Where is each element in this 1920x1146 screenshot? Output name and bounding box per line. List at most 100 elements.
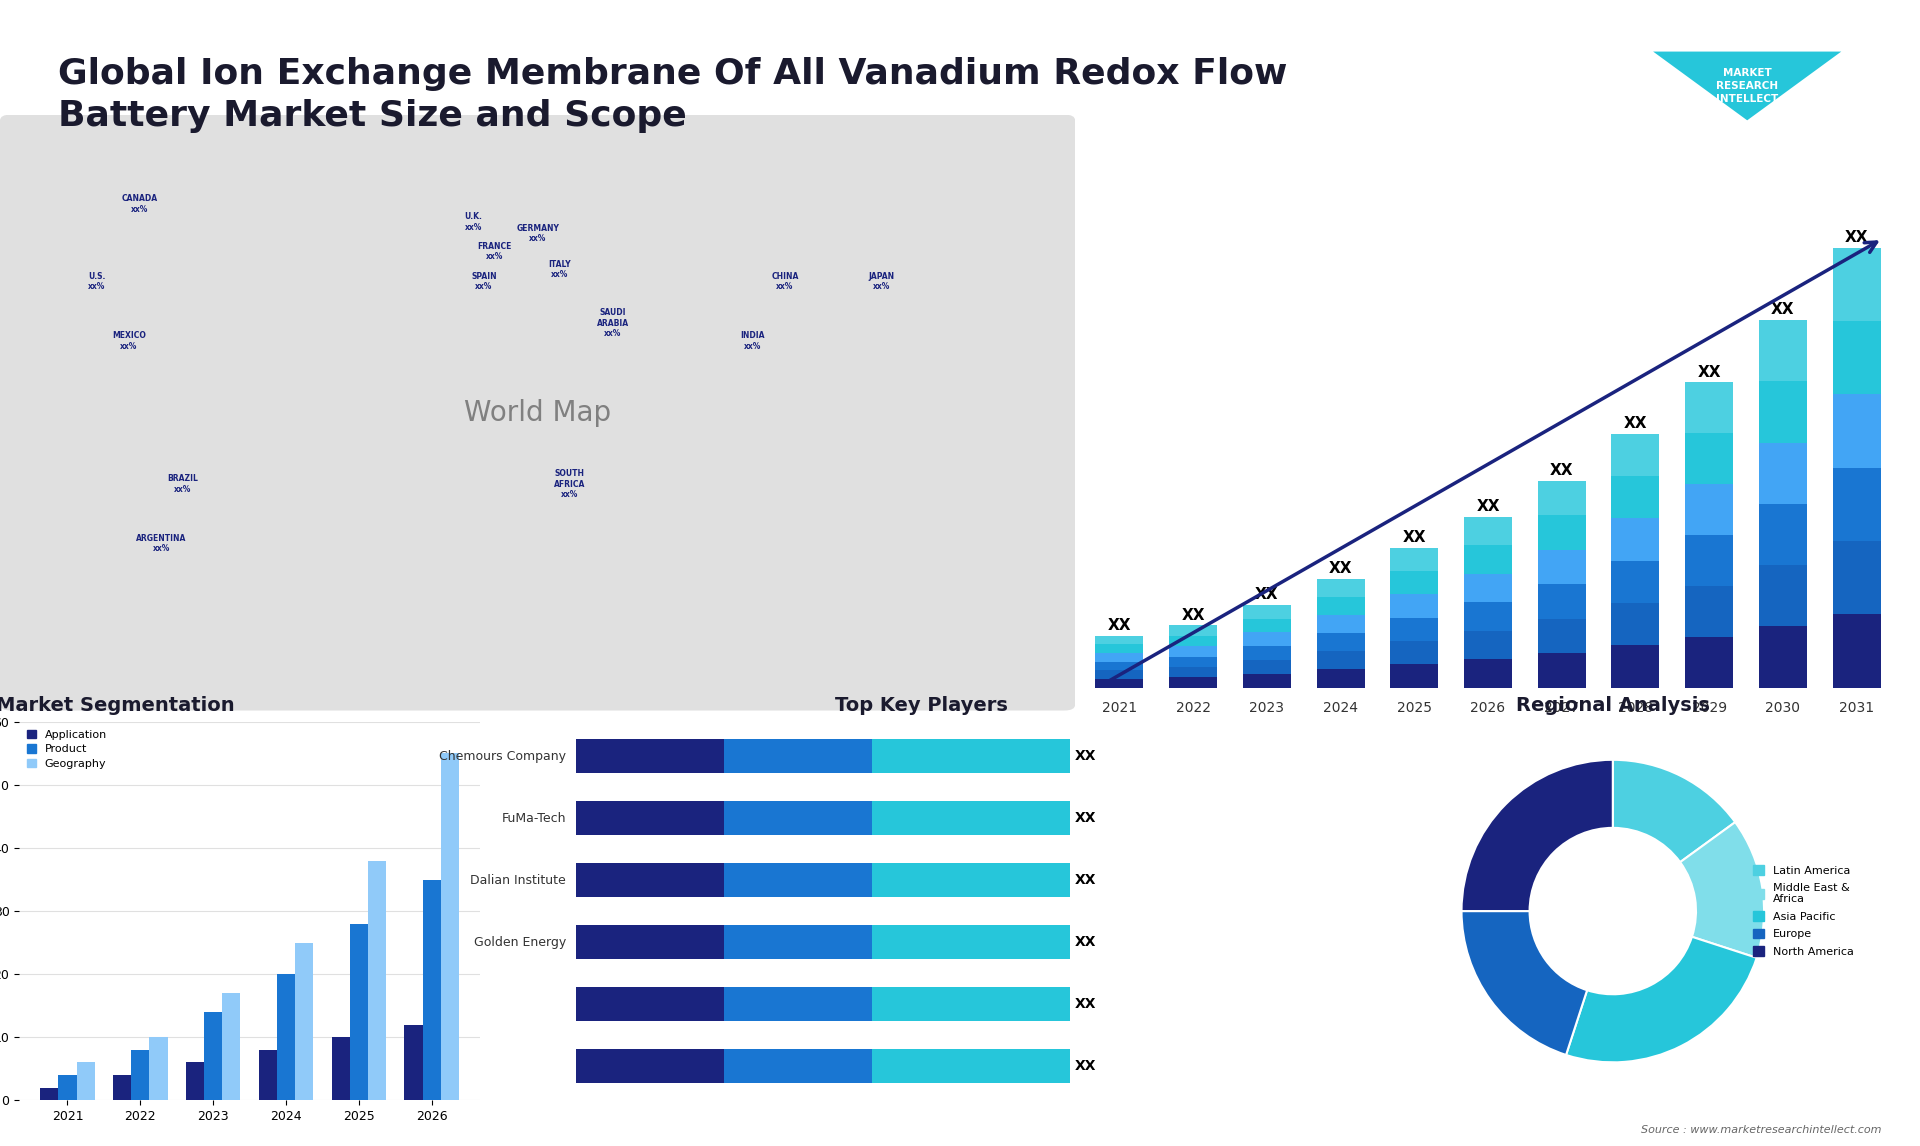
Text: CANADA
xx%: CANADA xx% <box>121 195 157 213</box>
Bar <box>576 1049 724 1083</box>
Text: XX: XX <box>1476 500 1500 515</box>
Text: 2031: 2031 <box>1839 700 1874 715</box>
Bar <box>576 801 724 835</box>
Text: Global Ion Exchange Membrane Of All Vanadium Redox Flow
Battery Market Size and : Global Ion Exchange Membrane Of All Vana… <box>58 57 1286 133</box>
Bar <box>1832 321 1880 394</box>
Text: 2025: 2025 <box>1396 700 1432 715</box>
Text: World Map: World Map <box>465 399 611 426</box>
Bar <box>1611 477 1659 518</box>
Text: XX: XX <box>1181 607 1206 623</box>
Bar <box>576 925 724 959</box>
Bar <box>576 863 724 897</box>
Text: INDIA
xx%: INDIA xx% <box>741 331 764 351</box>
Bar <box>259 1050 276 1100</box>
Text: XX: XX <box>1075 749 1096 763</box>
Text: 2028: 2028 <box>1619 700 1653 715</box>
Bar <box>1759 565 1807 627</box>
Bar <box>1096 661 1144 670</box>
Bar <box>1538 480 1586 515</box>
Polygon shape <box>1653 52 1841 120</box>
Text: 2024: 2024 <box>1323 700 1357 715</box>
Bar <box>1317 615 1365 634</box>
Text: 2027: 2027 <box>1544 700 1580 715</box>
Bar <box>1169 667 1217 677</box>
Bar <box>369 861 386 1100</box>
Bar <box>1538 550 1586 584</box>
Bar <box>1686 637 1734 688</box>
Text: Source : www.marketresearchintellect.com: Source : www.marketresearchintellect.com <box>1642 1124 1882 1135</box>
Bar <box>1242 619 1290 633</box>
Bar <box>1096 636 1144 644</box>
Wedge shape <box>1613 760 1736 862</box>
Bar <box>872 987 1069 1021</box>
Text: Chemours Company: Chemours Company <box>440 749 566 763</box>
Text: 2030: 2030 <box>1764 700 1801 715</box>
Bar <box>1465 602 1511 630</box>
Bar <box>724 925 872 959</box>
Bar <box>1832 614 1880 688</box>
Bar <box>872 1049 1069 1083</box>
Title: Regional Analysis: Regional Analysis <box>1517 696 1709 715</box>
Bar <box>1317 669 1365 688</box>
Bar <box>1390 641 1438 665</box>
Bar <box>113 1075 131 1100</box>
Bar <box>1832 394 1880 468</box>
Text: U.S.
xx%: U.S. xx% <box>88 272 106 291</box>
Bar <box>1242 674 1290 688</box>
Bar <box>1169 677 1217 688</box>
Bar <box>1759 442 1807 504</box>
Bar <box>1759 627 1807 688</box>
Text: ITALY
xx%: ITALY xx% <box>547 260 570 280</box>
Text: GERMANY
xx%: GERMANY xx% <box>516 225 559 243</box>
Text: XX: XX <box>1075 935 1096 949</box>
Text: XX: XX <box>1697 364 1720 379</box>
Text: 2029: 2029 <box>1692 700 1726 715</box>
Bar <box>724 1049 872 1083</box>
Bar <box>1611 518 1659 560</box>
Bar <box>1390 548 1438 571</box>
Bar <box>1390 665 1438 688</box>
Text: XX: XX <box>1770 303 1795 317</box>
Bar <box>1390 595 1438 618</box>
Bar <box>40 1088 58 1100</box>
Bar <box>1169 626 1217 636</box>
Bar <box>576 739 724 774</box>
Text: XX: XX <box>1108 618 1131 634</box>
Text: 2023: 2023 <box>1250 700 1284 715</box>
Text: XX: XX <box>1075 997 1096 1011</box>
Wedge shape <box>1461 760 1613 911</box>
Bar <box>1611 560 1659 603</box>
Text: 2026: 2026 <box>1471 700 1505 715</box>
Bar <box>1096 653 1144 661</box>
Bar <box>349 924 369 1100</box>
Bar <box>405 1025 422 1100</box>
Bar <box>1242 660 1290 674</box>
Bar <box>1465 545 1511 574</box>
Bar <box>1242 633 1290 646</box>
Bar <box>1611 603 1659 645</box>
Text: Dalian Institute: Dalian Institute <box>470 873 566 887</box>
Bar <box>1538 584 1586 619</box>
Bar <box>1096 678 1144 688</box>
Bar <box>77 1062 94 1100</box>
Bar <box>1759 504 1807 565</box>
Bar <box>1686 382 1734 433</box>
Text: JAPAN
xx%: JAPAN xx% <box>868 272 895 291</box>
Text: U.K.
xx%: U.K. xx% <box>465 212 482 231</box>
Legend: Latin America, Middle East &
Africa, Asia Pacific, Europe, North America: Latin America, Middle East & Africa, Asi… <box>1751 863 1857 959</box>
Text: XX: XX <box>1624 416 1647 431</box>
Bar <box>1317 579 1365 597</box>
Bar <box>1611 645 1659 688</box>
Bar <box>1759 382 1807 442</box>
Bar <box>422 880 442 1100</box>
Text: Golden Energy: Golden Energy <box>474 935 566 949</box>
Text: FRANCE
xx%: FRANCE xx% <box>478 242 513 261</box>
Bar <box>1686 484 1734 535</box>
FancyBboxPatch shape <box>0 115 1075 711</box>
Bar <box>1832 248 1880 321</box>
Bar <box>186 1062 204 1100</box>
Bar <box>1169 646 1217 657</box>
Bar <box>1686 433 1734 484</box>
Bar <box>724 863 872 897</box>
Text: ARGENTINA
xx%: ARGENTINA xx% <box>136 534 186 554</box>
